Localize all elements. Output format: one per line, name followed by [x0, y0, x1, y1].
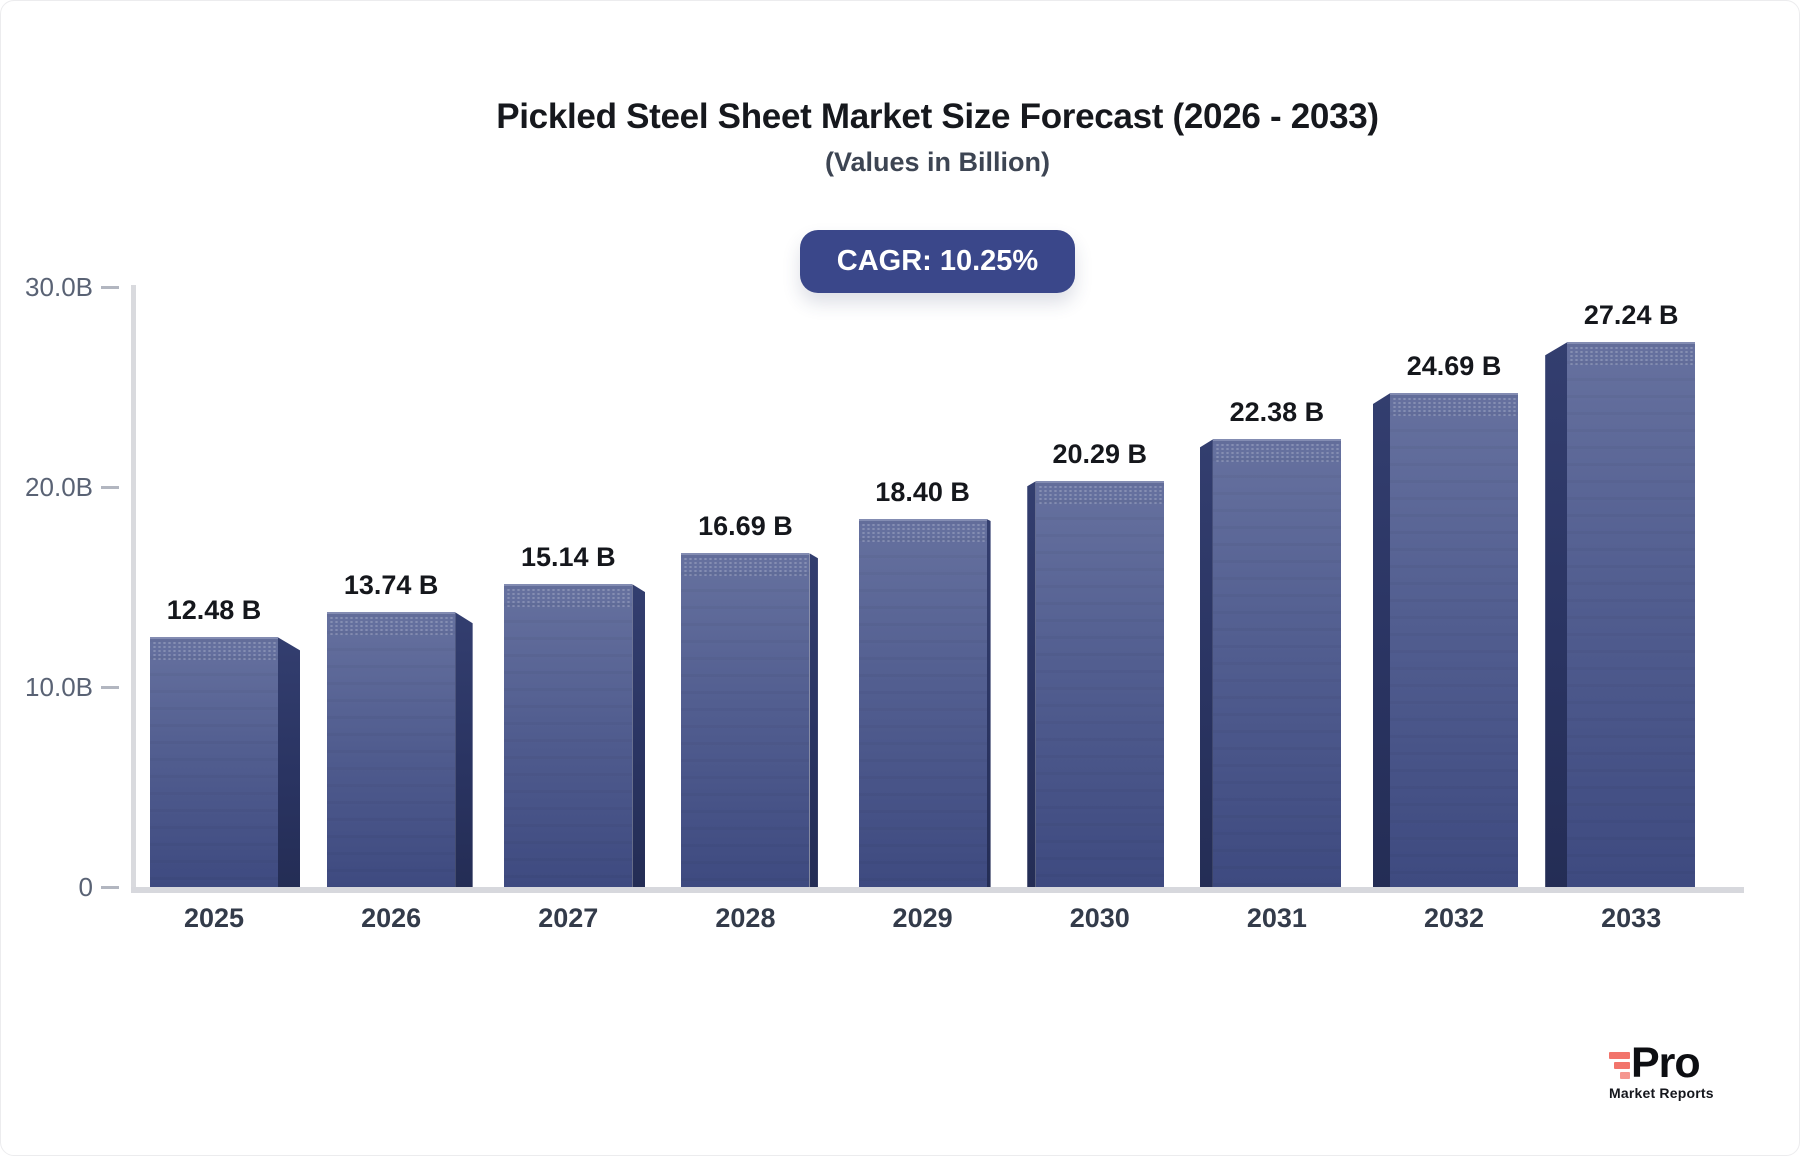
bar-side-face — [455, 612, 473, 887]
logo-tagline: Market Reports — [1609, 1085, 1714, 1101]
bar-side-face — [1372, 393, 1391, 887]
x-tick-label: 2032 — [1424, 903, 1485, 933]
y-tick-mark — [101, 285, 119, 289]
bar-side-face — [809, 553, 818, 887]
y-tick-label: 30.0B — [25, 272, 93, 302]
bar-2028 — [681, 553, 810, 887]
x-axis-line — [131, 887, 1744, 893]
bar-2029 — [858, 519, 987, 887]
bar-2032 — [1390, 393, 1519, 887]
y-axis-line — [131, 285, 136, 891]
bar-2026 — [327, 612, 456, 887]
bar-2027 — [504, 584, 633, 887]
x-tick-label: 2028 — [715, 903, 776, 933]
value-label: 18.40 B — [875, 477, 970, 507]
chart-title: Pickled Steel Sheet Market Size Forecast… — [496, 97, 1379, 136]
value-label: 15.14 B — [521, 542, 616, 573]
chart-header: Pickled Steel Sheet Market Size Forecast… — [131, 1, 1744, 293]
y-tick-mark — [101, 885, 119, 889]
cagr-badge: CAGR: 10.25% — [799, 230, 1076, 293]
value-label: 16.69 B — [698, 511, 793, 542]
y-tick-label: 0 — [78, 872, 93, 902]
value-label: 27.24 B — [1583, 300, 1679, 331]
bar-side-face — [632, 584, 646, 887]
bar-side-face — [1199, 439, 1213, 887]
value-label: 12.48 B — [166, 595, 262, 626]
value-label: 24.69 B — [1406, 351, 1502, 382]
x-tick-label: 2029 — [892, 903, 953, 933]
y-tick-mark — [101, 485, 119, 489]
chart-subtitle: (Values in Billion) — [824, 147, 1051, 177]
value-label: 20.29 B — [1052, 439, 1148, 470]
bar-side-face — [1545, 342, 1568, 887]
logo-speed-bars-icon — [1609, 1052, 1630, 1082]
x-tick-label: 2026 — [361, 903, 422, 933]
bar-side-face — [1027, 481, 1036, 887]
bar-side-face — [986, 519, 991, 887]
y-tick-label: 10.0B — [25, 672, 93, 702]
brand-logo: Pro Market Reports — [1609, 1039, 1779, 1101]
brand-logo-top: Pro — [1609, 1039, 1779, 1087]
x-tick-label: 2033 — [1601, 903, 1662, 933]
y-tick-mark — [101, 685, 119, 689]
bar-2031 — [1212, 439, 1341, 887]
bar-2030 — [1035, 481, 1164, 887]
x-tick-label: 2025 — [183, 903, 245, 933]
bar-2033 — [1567, 342, 1696, 887]
x-tick-label: 2027 — [538, 903, 599, 933]
value-label: 13.74 B — [343, 570, 439, 601]
x-tick-label: 2031 — [1246, 903, 1307, 933]
bar-2025 — [150, 637, 278, 887]
value-label: 22.38 B — [1229, 397, 1325, 428]
x-tick-label: 2030 — [1069, 903, 1130, 933]
logo-text: Pro — [1631, 1039, 1701, 1087]
bar-side-face — [278, 637, 300, 887]
y-tick-label: 20.0B — [25, 472, 93, 502]
